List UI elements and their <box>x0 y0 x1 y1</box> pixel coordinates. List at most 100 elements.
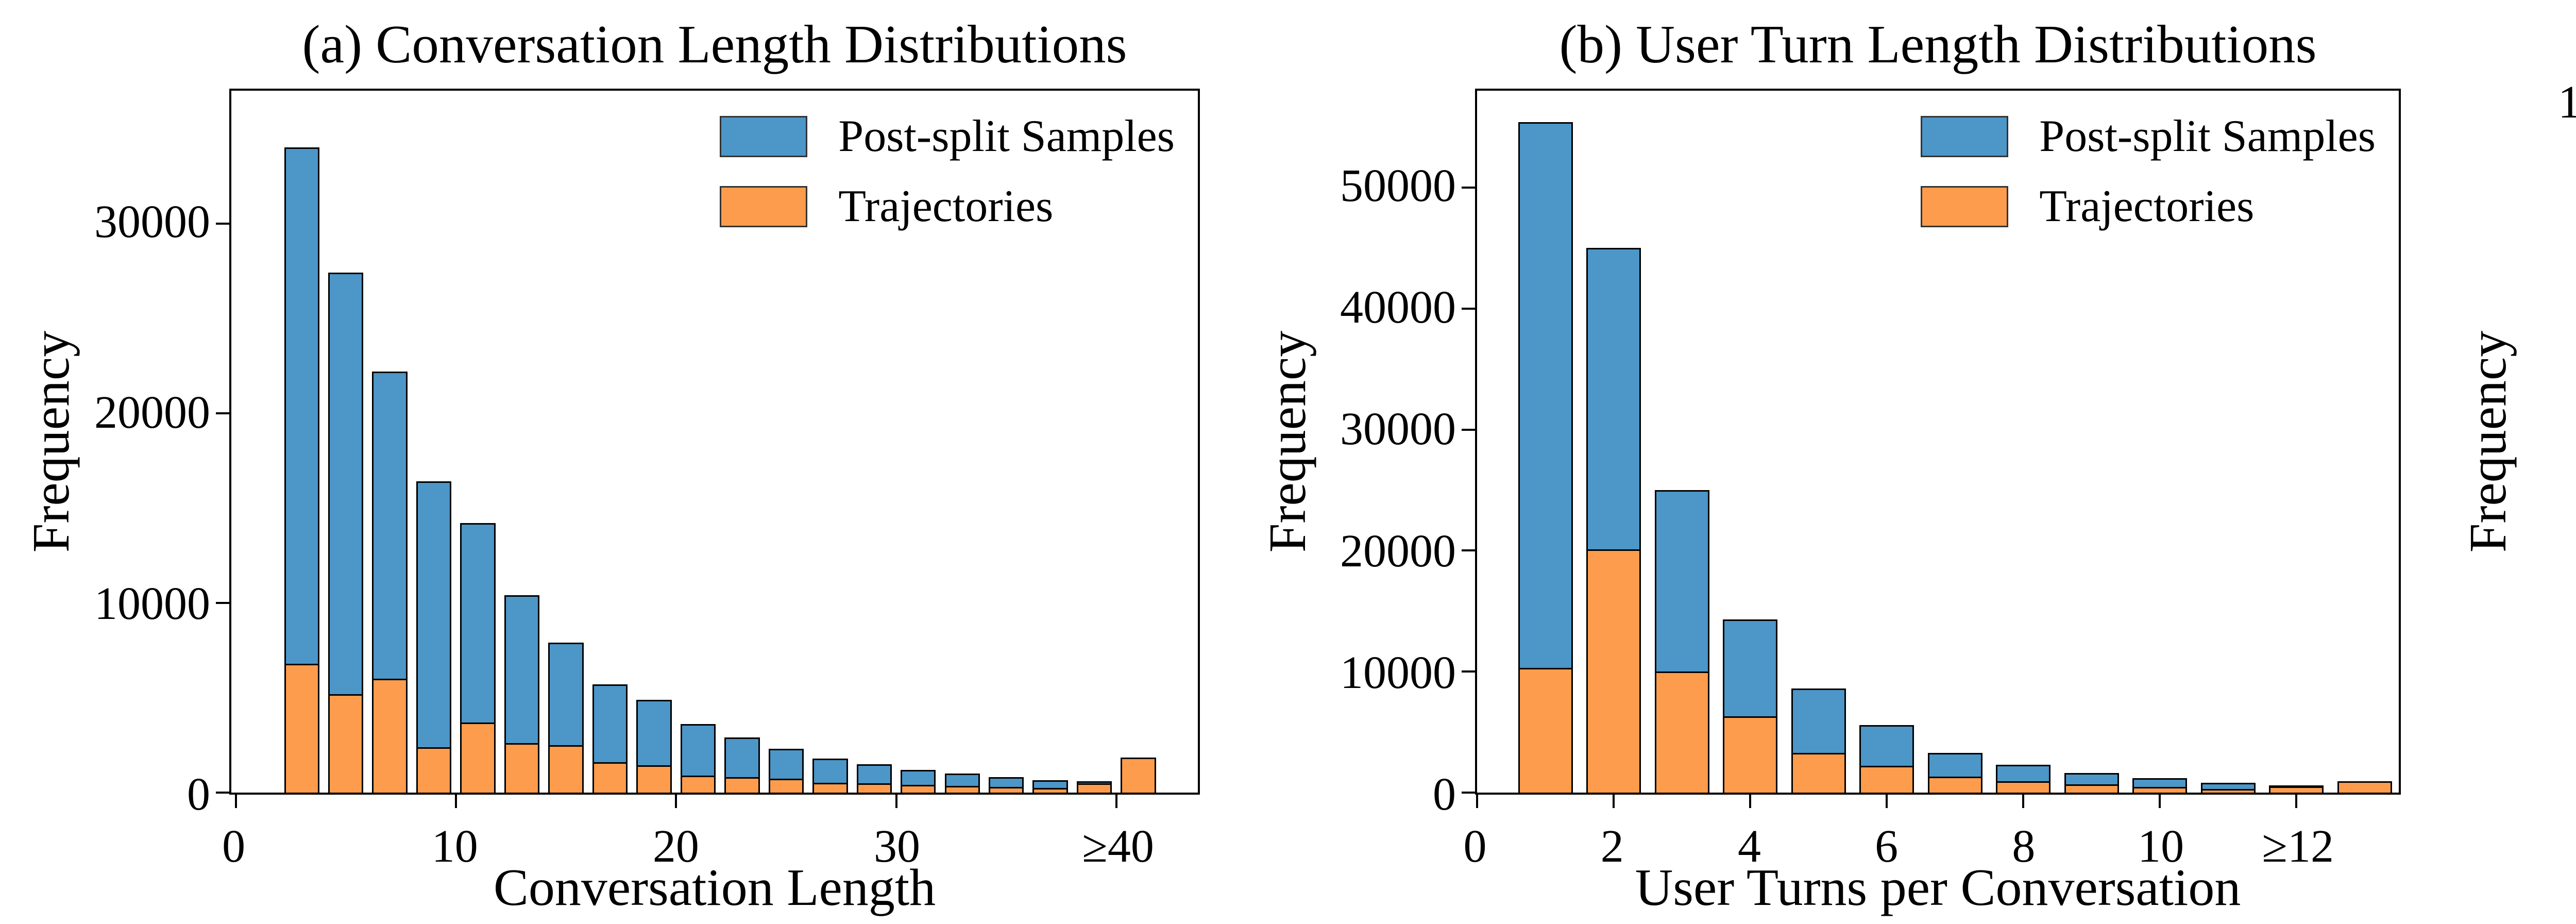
x-tick-mark <box>1886 795 1888 808</box>
bar-orange-x8 <box>1996 781 2051 793</box>
x-tick-2: 2 <box>1600 821 1624 872</box>
x-tick-30: 30 <box>874 821 921 872</box>
x-tick-mark <box>2022 795 2025 808</box>
bar-orange-x10 <box>2132 786 2188 793</box>
x-tick-mark <box>2295 795 2298 808</box>
y-tick-mark <box>1462 186 1475 189</box>
x-tick-4: 4 <box>1737 821 1761 872</box>
chart-title: (b) User Turn Length Distributions <box>1559 14 2317 74</box>
x-axis-label: User Turns per Conversation <box>1635 859 2241 917</box>
panel-toolcall-steps: (e) Tool-Call Chain Step Distribution Fr… <box>2437 0 2576 924</box>
legend-item: Post-split Samples <box>720 114 1175 159</box>
x-tick-mark <box>1476 795 1478 808</box>
plot-area: Post-split Samples Trajectories <box>1462 89 2401 808</box>
x-tick-mark <box>2159 795 2161 808</box>
bar-orange-x41 <box>1121 757 1156 793</box>
chart-title: (a) Conversation Length Distributions <box>302 14 1127 74</box>
x-tick-mark <box>1613 795 1615 808</box>
bar-orange-x4 <box>1723 716 1778 793</box>
x-tick-mark <box>1115 795 1117 808</box>
bar-orange-x5 <box>1791 752 1846 793</box>
bar-orange-x7 <box>1927 777 1982 793</box>
bar-orange-x23 <box>724 777 760 793</box>
y-tick-0: 0 <box>187 769 210 820</box>
panel-user-turns: (b) User Turn Length Distributions Frequ… <box>1236 0 2437 924</box>
y-tick-mark <box>1462 792 1475 794</box>
y-tick-100000: 100000 <box>2558 76 2576 128</box>
x-tick-≥40: ≥40 <box>1082 821 1154 872</box>
legend-label: Post-split Samples <box>2039 111 2376 161</box>
x-tick-mark <box>234 795 237 808</box>
x-tick-mark <box>895 795 897 808</box>
y-tick-mark <box>216 222 229 225</box>
y-tick-mark <box>216 412 229 414</box>
legend-item: Post-split Samples <box>1921 114 2376 159</box>
bar-orange-x9 <box>416 747 452 793</box>
bar-orange-x1 <box>1518 668 1573 793</box>
bar-orange-x15 <box>548 745 584 793</box>
bar-orange-x27 <box>812 782 848 793</box>
x-tick-0: 0 <box>222 821 246 872</box>
x-tick-10: 10 <box>2138 821 2184 872</box>
x-tick-8: 8 <box>2012 821 2036 872</box>
y-tick-30000: 30000 <box>94 196 210 248</box>
x-axis-label: Conversation Length <box>493 859 936 917</box>
y-tick-labels: 0 10000 20000 30000 <box>0 89 210 818</box>
bar-orange-x11 <box>460 722 496 793</box>
x-tick-6: 6 <box>1875 821 1899 872</box>
x-tick-mark <box>1749 795 1752 808</box>
x-tick-labels: 0 10 20 30 ≥40 <box>222 821 1200 880</box>
y-tick-mark <box>216 601 229 604</box>
bar-orange-x33 <box>944 786 980 793</box>
y-tick-20000: 20000 <box>1340 525 1456 577</box>
legend-label: Post-split Samples <box>838 111 1175 161</box>
bar-orange-x29 <box>856 783 892 793</box>
y-tick-10000: 10000 <box>94 578 210 629</box>
legend-item: Trajectories <box>1921 184 2376 229</box>
y-tick-40000: 40000 <box>1340 282 1456 333</box>
bar-orange-x2 <box>1586 549 1641 793</box>
legend-label: Trajectories <box>838 181 1054 231</box>
x-tick-20: 20 <box>652 821 699 872</box>
legend: Post-split Samples Trajectories <box>720 114 1175 229</box>
y-tick-mark <box>216 792 229 794</box>
bar-orange-x3 <box>284 663 319 793</box>
y-tick-labels: 0 10000 20000 30000 40000 50000 <box>1236 89 1456 817</box>
bar-orange-x19 <box>636 765 672 793</box>
y-tick-mark <box>1462 670 1475 673</box>
bar-orange-x12 <box>2269 786 2324 793</box>
y-tick-30000: 30000 <box>1340 404 1456 455</box>
bar-blue-x9 <box>416 481 452 793</box>
bar-orange-x31 <box>901 784 936 793</box>
y-tick-50000: 50000 <box>1340 160 1456 211</box>
x-tick-labels: 0 2 4 6 8 10 ≥12 <box>1464 821 2401 880</box>
y-tick-mark <box>1462 549 1475 552</box>
bar-orange-x5 <box>328 694 364 793</box>
x-tick-10: 10 <box>431 821 478 872</box>
legend-item: Trajectories <box>720 184 1175 229</box>
y-tick-labels: 020000400006000080000100000 <box>2437 79 2576 795</box>
y-tick-10000: 10000 <box>1340 647 1456 698</box>
legend-swatch-blue <box>720 116 808 157</box>
bar-orange-x3 <box>1654 671 1709 793</box>
y-tick-mark <box>1462 307 1475 310</box>
bar-orange-x35 <box>989 787 1024 793</box>
bar-orange-x9 <box>2064 784 2119 793</box>
plot-area: Post-split Samples Trajectories <box>216 89 1200 808</box>
bar-orange-x11 <box>2200 788 2256 793</box>
x-tick-0: 0 <box>1463 821 1487 872</box>
x-tick-≥12: ≥12 <box>2262 821 2334 872</box>
y-tick-mark <box>1462 428 1475 431</box>
bar-orange-x17 <box>592 762 628 793</box>
bar-orange-x6 <box>1859 766 1914 793</box>
bar-orange-x39 <box>1076 783 1112 793</box>
legend-swatch-orange <box>1921 186 2009 227</box>
bar-orange-x13 <box>504 743 540 793</box>
x-tick-mark <box>454 795 457 808</box>
bar-orange-x25 <box>768 779 804 793</box>
bar-orange-x13 <box>2337 781 2392 793</box>
bar-orange-x37 <box>1032 788 1068 793</box>
y-tick-20000: 20000 <box>94 387 210 439</box>
y-tick-0: 0 <box>1433 769 1456 820</box>
